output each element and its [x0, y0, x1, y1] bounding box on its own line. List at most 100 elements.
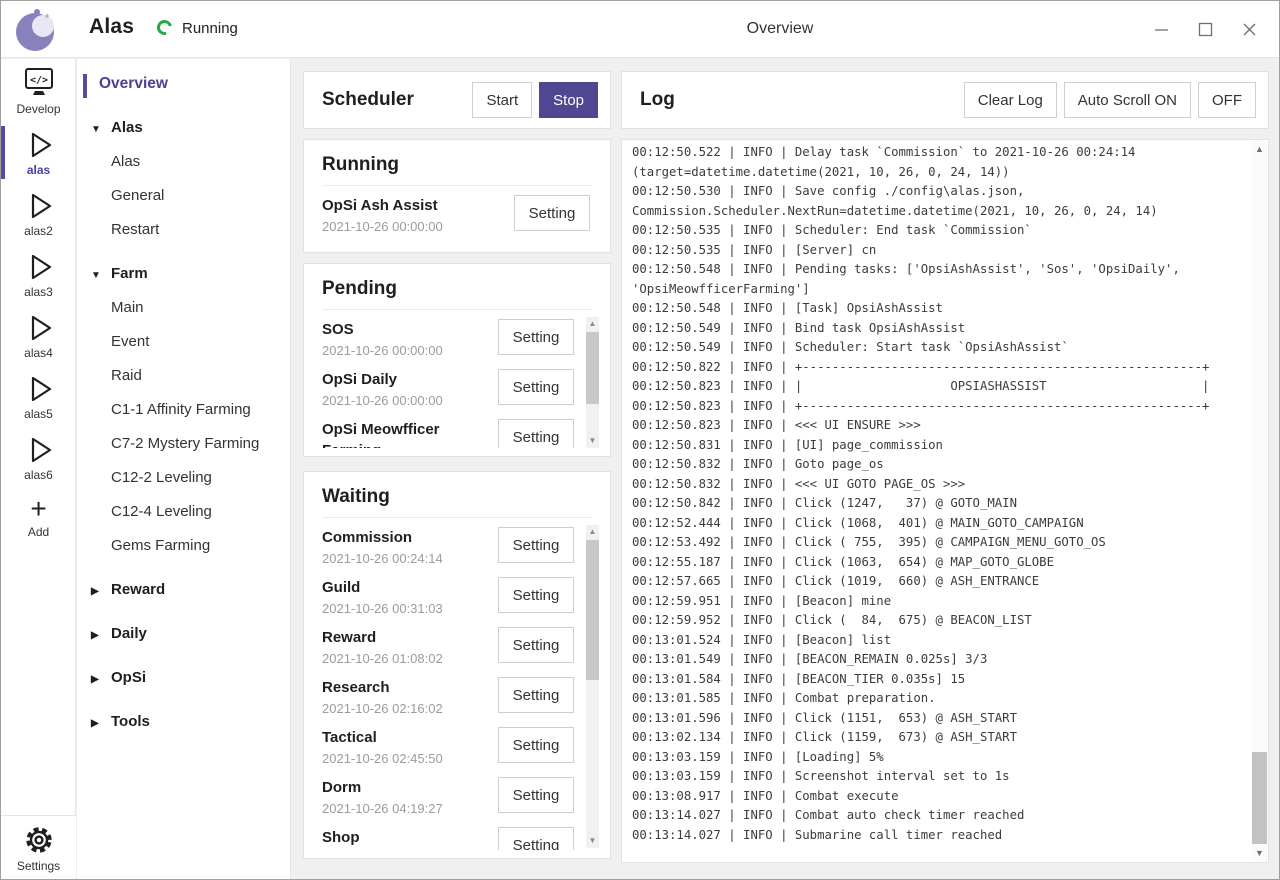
autoscroll-on-button[interactable]: Auto Scroll ON	[1063, 82, 1191, 118]
rail-item-settings[interactable]: Settings	[1, 816, 76, 879]
rail-item-label: alas6	[24, 468, 53, 482]
log-line: 00:12:50.548 | INFO | Pending tasks: ['O…	[632, 262, 1188, 296]
nav-item[interactable]: ▼ Farm	[77, 257, 290, 291]
scheduler-status: Running	[182, 20, 238, 37]
log-scrollbar[interactable]: ▲ ▼	[1252, 141, 1267, 861]
rail-item-instance[interactable]: alas6	[1, 427, 76, 488]
svg-text:</>: </>	[29, 75, 47, 86]
task-setting-button[interactable]: Setting	[498, 777, 574, 813]
log-line: 00:12:50.832 | INFO | Goto page_os	[632, 457, 884, 471]
task-row: Shop Setting	[322, 825, 574, 850]
task-setting-button[interactable]: Setting	[498, 627, 574, 663]
scroll-down-icon[interactable]: ▼	[588, 436, 597, 445]
task-name: Shop	[322, 829, 360, 846]
nav-item[interactable]: Restart	[77, 213, 290, 247]
log-line: 00:12:55.187 | INFO | Click (1063, 654) …	[632, 554, 1054, 569]
nav-item[interactable]: C12-4 Leveling	[77, 495, 290, 529]
play-icon	[31, 437, 51, 463]
chevron-icon: ▶	[91, 718, 99, 729]
scrollbar-thumb[interactable]	[586, 540, 599, 680]
nav-item-label: C12-4 Leveling	[111, 503, 212, 520]
nav-item[interactable]: Alas	[77, 145, 290, 179]
task-setting-button[interactable]: Setting	[498, 419, 574, 448]
nav-item[interactable]: Event	[77, 325, 290, 359]
nav-item-label: C1-1 Affinity Farming	[111, 401, 251, 418]
autoscroll-off-button[interactable]: OFF	[1198, 82, 1256, 118]
scroll-up-icon[interactable]: ▲	[588, 319, 597, 328]
play-icon	[31, 193, 51, 219]
rail-item-add[interactable]: + Add	[1, 488, 76, 545]
rail-item-instance[interactable]: alas4	[1, 305, 76, 366]
log-line: 00:13:01.584 | INFO | [BEACON_TIER 0.035…	[632, 671, 966, 686]
nav-item[interactable]: Gems Farming	[77, 529, 290, 563]
rail-item-instance[interactable]: alas5	[1, 366, 76, 427]
play-icon	[31, 315, 51, 341]
rail-item-instance[interactable]: alas2	[1, 183, 76, 244]
waiting-scrollbar[interactable]: ▲ ▼	[586, 525, 599, 848]
nav-item[interactable]: ▼ Alas	[77, 111, 290, 145]
scroll-down-icon[interactable]: ▼	[588, 836, 597, 845]
scrollbar-thumb[interactable]	[1252, 752, 1267, 844]
task-setting-button[interactable]: Setting	[498, 369, 574, 405]
log-line: 00:12:50.535 | INFO | Scheduler: End tas…	[632, 223, 1032, 237]
nav-item[interactable]: ▶ OpSi	[77, 661, 290, 695]
task-name: Tactical	[322, 729, 377, 746]
nav-item[interactable]: ▶ Tools	[77, 705, 290, 739]
task-setting-button[interactable]: Setting	[498, 319, 574, 355]
log-line: 00:13:03.159 | INFO | [Loading] 5%	[632, 749, 884, 764]
task-row: Reward 2021-10-26 01:08:02 Setting	[322, 625, 574, 675]
nav-item-overview[interactable]: Overview	[77, 71, 290, 101]
task-name: OpSi Ash Assist	[322, 197, 438, 214]
log-line: 00:12:59.951 | INFO | [Beacon] mine	[632, 593, 892, 608]
rail-item-instance[interactable]: alas3	[1, 244, 76, 305]
rail-item-instance[interactable]: alas	[1, 122, 76, 183]
nav-item[interactable]: C7-2 Mystery Farming	[77, 427, 290, 461]
scroll-down-icon[interactable]: ▼	[1255, 848, 1264, 858]
log-line: 00:13:14.027 | INFO | Submarine call tim…	[632, 827, 1003, 842]
task-name: Guild	[322, 579, 361, 596]
task-row: SOS 2021-10-26 00:00:00 Setting	[322, 317, 574, 367]
task-row: Dorm 2021-10-26 04:19:27 Setting	[322, 775, 574, 825]
nav-item[interactable]: C12-2 Leveling	[77, 461, 290, 495]
titlebar: Alas Running Overview	[1, 1, 1279, 58]
log-line: 00:12:50.822 | INFO | +-----------------…	[632, 359, 1210, 374]
rail-item-label: alas3	[24, 285, 53, 299]
pending-task-list: SOS 2021-10-26 00:00:00 Setting OpSi Dai…	[322, 317, 574, 448]
task-setting-button[interactable]: Setting	[498, 527, 574, 563]
task-setting-button[interactable]: Setting	[498, 577, 574, 613]
start-button[interactable]: Start	[472, 82, 533, 118]
scrollbar-thumb[interactable]	[586, 332, 599, 404]
nav-item[interactable]: Main	[77, 291, 290, 325]
clear-log-button[interactable]: Clear Log	[963, 82, 1057, 118]
nav-item[interactable]: General	[77, 179, 290, 213]
scroll-up-icon[interactable]: ▲	[588, 527, 597, 536]
nav-item-label: Restart	[111, 221, 160, 238]
nav-item[interactable]: ▶ Reward	[77, 573, 290, 607]
task-setting-button[interactable]: Setting	[514, 195, 590, 231]
chevron-icon: ▶	[91, 630, 99, 641]
task-next-run: 2021-10-26 02:16:02	[322, 701, 443, 716]
log-line: 00:13:14.027 | INFO | Combat auto check …	[632, 808, 1025, 822]
maximize-button[interactable]	[1183, 10, 1227, 50]
stop-button[interactable]: Stop	[539, 82, 598, 118]
pending-scrollbar[interactable]: ▲ ▼	[586, 317, 599, 448]
log-line: 00:12:50.548 | INFO | [Task] OpsiAshAssi…	[632, 301, 943, 315]
scroll-up-icon[interactable]: ▲	[1255, 144, 1264, 154]
task-setting-button[interactable]: Setting	[498, 727, 574, 763]
task-row: OpSi Meowfficer Farming Setting	[322, 417, 574, 448]
rail-item-develop[interactable]: </> Develop	[1, 59, 76, 122]
task-nav: Overview ▼ Alas Alas General Restart	[77, 59, 291, 879]
minimize-button[interactable]	[1139, 10, 1183, 50]
task-setting-button[interactable]: Setting	[498, 827, 574, 850]
log-line: 00:12:50.535 | INFO | [Server] cn	[632, 242, 877, 257]
log-title: Log	[640, 89, 675, 110]
page-title: Overview	[746, 20, 814, 37]
nav-item[interactable]: C1-1 Affinity Farming	[77, 393, 290, 427]
task-next-run: 2021-10-26 00:00:00	[322, 343, 443, 358]
task-row: Tactical 2021-10-26 02:45:50 Setting	[322, 725, 574, 775]
nav-item[interactable]: ▶ Daily	[77, 617, 290, 651]
close-button[interactable]	[1227, 10, 1271, 50]
nav-item[interactable]: Raid	[77, 359, 290, 393]
task-setting-button[interactable]: Setting	[498, 677, 574, 713]
